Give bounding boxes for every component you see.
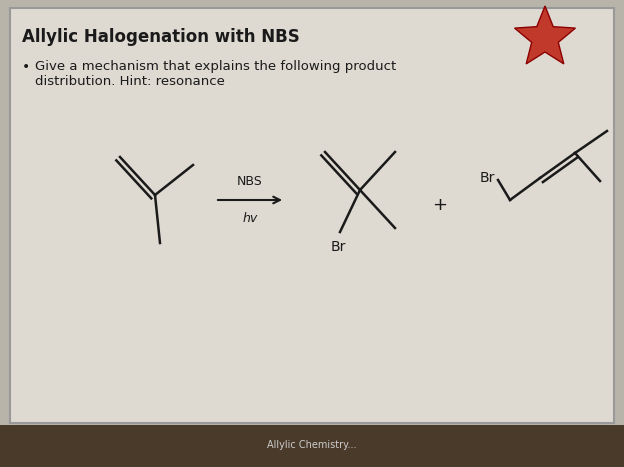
Text: NBS: NBS: [237, 175, 263, 188]
Text: +: +: [432, 196, 447, 214]
Text: Br: Br: [480, 171, 495, 185]
Text: •: •: [22, 60, 30, 74]
FancyBboxPatch shape: [10, 8, 614, 423]
Bar: [0, 425, 624, 467]
Text: Br: Br: [330, 240, 346, 254]
Polygon shape: [515, 6, 575, 64]
Text: hv: hv: [242, 212, 258, 225]
Text: Allylic Halogenation with NBS: Allylic Halogenation with NBS: [22, 28, 300, 46]
Text: Give a mechanism that explains the following product
distribution. Hint: resonan: Give a mechanism that explains the follo…: [35, 60, 396, 88]
Text: Allylic Chemistry...: Allylic Chemistry...: [267, 440, 357, 450]
